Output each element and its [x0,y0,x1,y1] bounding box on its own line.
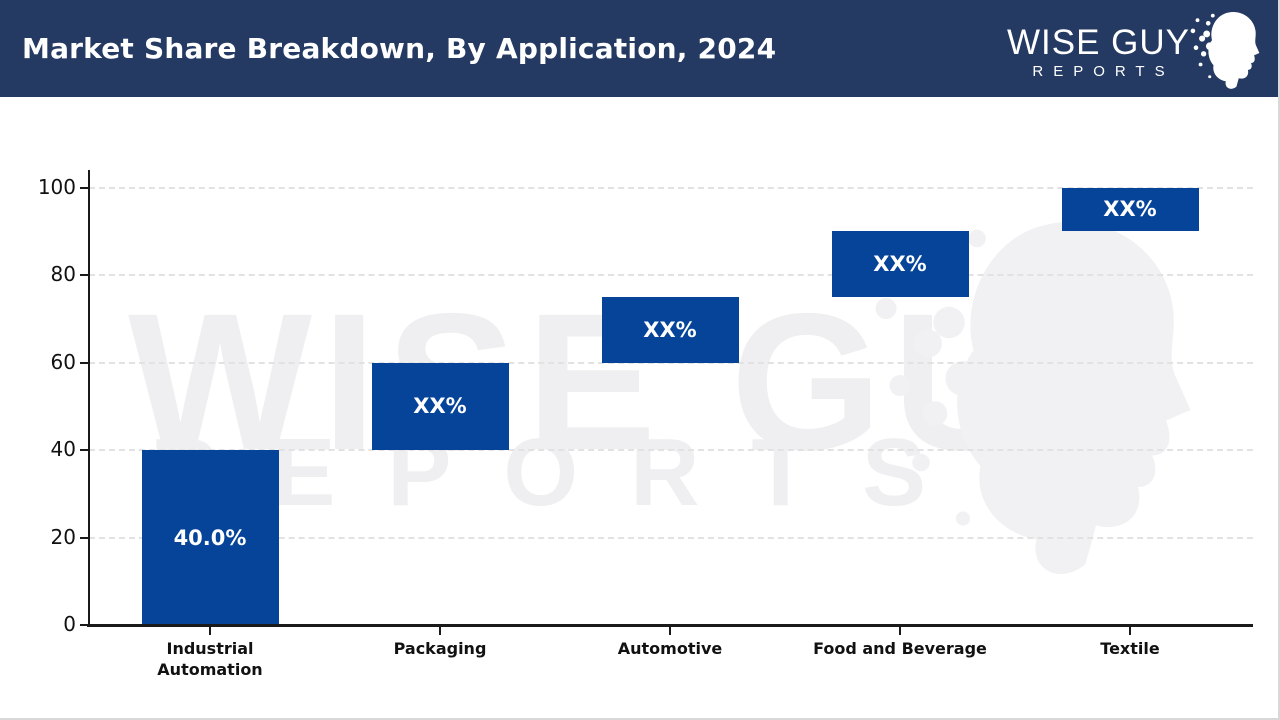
bar-value-label: XX% [873,252,927,277]
x-category-label: Packaging [393,639,487,658]
x-category-label: Automotive [617,639,723,658]
y-gridline [89,186,1253,189]
x-category-label: Textile [1100,639,1160,658]
wiseguy-logo: WISE GUY REPORTS [1007,8,1266,96]
y-tick-mark [80,361,89,364]
y-tick-label: 100 [37,174,76,199]
y-tick-mark [80,186,89,189]
y-tick-label: 80 [50,262,76,286]
y-axis-line [88,170,90,626]
x-category-label: Food and Beverage [813,639,987,658]
y-tick-mark [80,536,89,539]
wiseguy-face-logo-icon [1184,8,1266,96]
y-gridline [89,274,1253,276]
waterfall-bar-segment: XX% [371,362,509,450]
y-tick-mark [80,624,89,626]
x-tick-mark [439,626,441,635]
wiseguy-logo-subtitle: REPORTS [1032,63,1175,80]
wiseguy-logo-name: WISE GUY [1006,23,1190,62]
wiseguy-logo-text: WISE GUY REPORTS [1006,23,1190,81]
y-gridline [89,361,1253,364]
y-tick-mark [80,274,89,276]
y-tick-mark [80,449,89,451]
y-tick-label: 40 [50,437,76,461]
waterfall-bar-segment: XX% [1061,187,1199,232]
y-tick-label: 0 [63,612,76,636]
header-bar: Market Share Breakdown, By Application, … [0,0,1278,97]
x-tick-mark [209,626,211,635]
x-tick-mark [669,626,671,635]
bar-value-label: XX% [1103,197,1157,222]
waterfall-bar-segment: XX% [601,296,739,363]
waterfall-bar-segment: 40.0% [141,450,279,625]
watermark-face-icon [858,196,1208,600]
watermark-text-reports: REPORTS [150,419,979,526]
x-category-label: Industrial Automation [157,639,263,679]
waterfall-bar-segment: XX% [831,231,969,297]
y-gridline [89,449,1253,451]
bar-value-label: XX% [413,394,467,419]
x-tick-mark [899,626,901,635]
x-tick-mark [1129,626,1131,635]
x-axis-line [87,624,1253,627]
y-tick-label: 20 [50,524,76,549]
bar-value-label: XX% [643,317,697,342]
bar-value-label: 40.0% [173,525,247,550]
chart-title: Market Share Breakdown, By Application, … [22,32,777,65]
y-tick-label: 60 [50,349,76,374]
y-gridline [89,536,1253,539]
